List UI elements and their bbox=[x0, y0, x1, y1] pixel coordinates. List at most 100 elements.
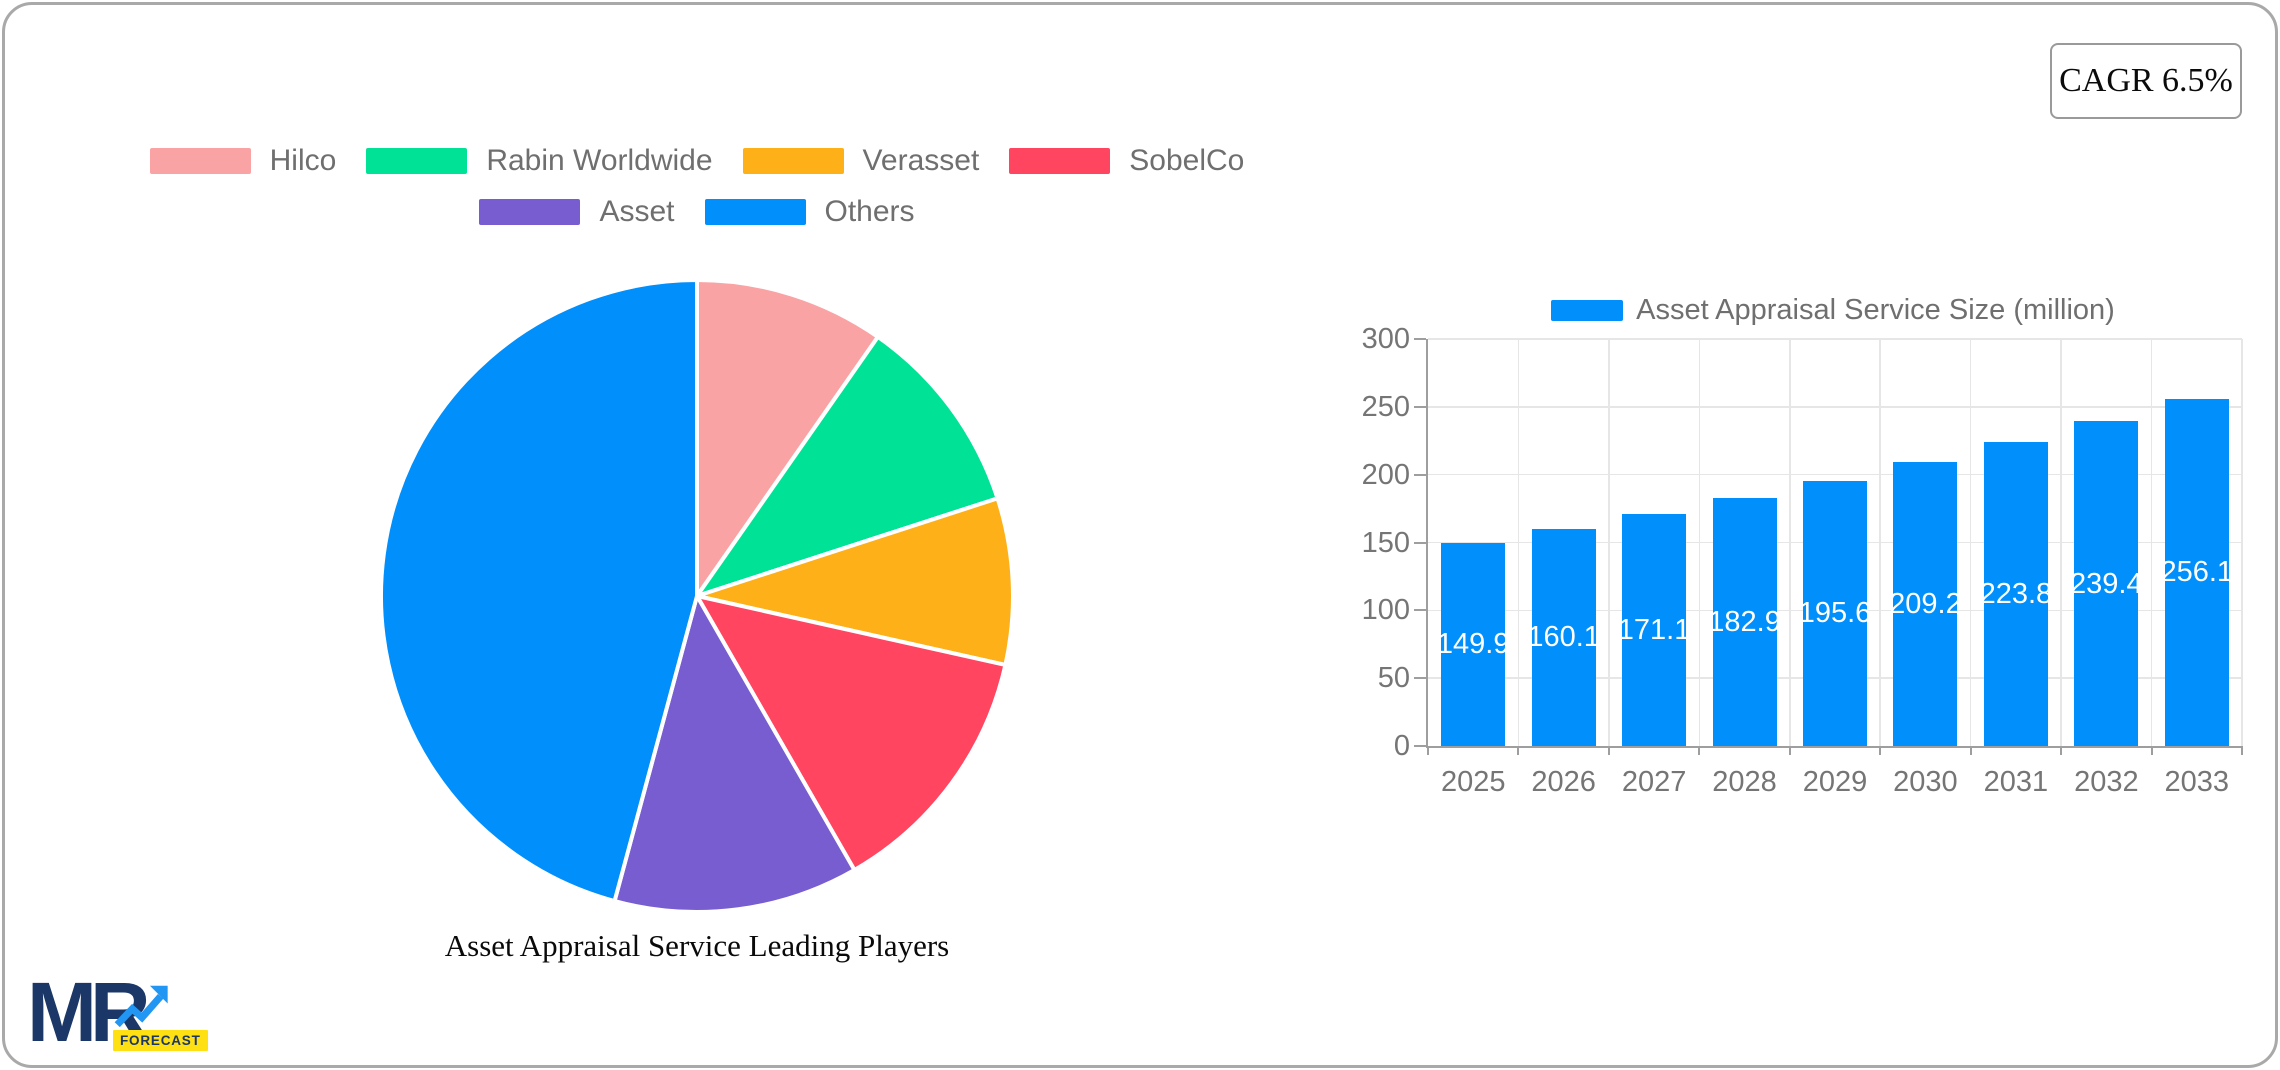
x-axis-label-2032: 2032 bbox=[2074, 766, 2139, 798]
x-axis-label-2031: 2031 bbox=[1983, 766, 2049, 798]
gridline-v-4 bbox=[1789, 339, 1791, 746]
legend-label-rabin-worldwide: Rabin Worldwide bbox=[486, 144, 713, 177]
y-axis-label-100: 100 bbox=[1361, 594, 1410, 627]
pie-legend-row-2: Asset Others bbox=[479, 195, 915, 229]
pie-chart bbox=[379, 278, 1015, 914]
x-axis-label-2028: 2028 bbox=[1712, 766, 1777, 798]
bar-2027 bbox=[1622, 513, 1687, 746]
legend-label-hilco: Hilco bbox=[269, 144, 337, 177]
bar-value-label-2032: 239.4 bbox=[2070, 567, 2143, 600]
legend-item-sobelco: SobelCo bbox=[1009, 144, 1244, 178]
legend-item-verasset: Verasset bbox=[742, 144, 980, 178]
bar-2026 bbox=[1531, 528, 1596, 746]
gridline-v-7 bbox=[2060, 339, 2062, 746]
y-axis-label-150: 150 bbox=[1361, 526, 1410, 559]
bar-value-label-2029: 195.6 bbox=[1798, 597, 1872, 630]
y-axis-label-50: 50 bbox=[1377, 662, 1410, 695]
y-axis-label-250: 250 bbox=[1361, 390, 1410, 423]
mr-forecast-logo: MR FORECAST bbox=[27, 970, 208, 1056]
gridline-v-3 bbox=[1698, 339, 1701, 746]
x-axis-tick-6 bbox=[1969, 746, 1972, 755]
gridline-v-8 bbox=[2150, 339, 2153, 746]
legend-item-others: Others bbox=[704, 195, 915, 229]
pie-legend: Hilco Rabin Worldwide Verasset SobelCo Asset… bbox=[0, 144, 1394, 229]
y-axis-tick-100 bbox=[1414, 609, 1426, 612]
y-axis-label-300: 300 bbox=[1361, 323, 1410, 355]
bar-plot-area: 0 50 100 150 200 250 300 149.9 2025 160.1 2026 171.… bbox=[1362, 323, 2243, 798]
x-axis-tick-3 bbox=[1698, 746, 1701, 755]
x-axis-tick-8 bbox=[2150, 746, 2153, 755]
legend-swatch-hilco bbox=[149, 148, 251, 174]
x-axis-label-2029: 2029 bbox=[1802, 766, 1868, 798]
cagr-badge: CAGR 6.5% bbox=[2050, 43, 2242, 119]
x-axis-label-2030: 2030 bbox=[1893, 766, 1958, 798]
legend-label-sobelco: SobelCo bbox=[1129, 144, 1245, 177]
x-axis-tick-7 bbox=[2060, 746, 2063, 755]
gridline-h-300 bbox=[1428, 338, 2242, 340]
gridline-v-6 bbox=[1969, 339, 1972, 746]
x-axis-label-2027: 2027 bbox=[1621, 766, 1687, 798]
bar-2025 bbox=[1441, 542, 1506, 746]
bar-2031 bbox=[1983, 442, 2048, 746]
legend-swatch-sobelco bbox=[1009, 148, 1111, 174]
y-axis-tick-250 bbox=[1414, 405, 1426, 408]
y-axis-label-0: 0 bbox=[1393, 730, 1410, 762]
pie-slice-asset bbox=[612, 594, 857, 914]
x-axis-tick-0 bbox=[1427, 746, 1429, 755]
logo-forecast-badge: FORECAST bbox=[113, 1030, 208, 1051]
pie-slice-sobelco bbox=[695, 594, 1008, 872]
legend-swatch-asset bbox=[479, 199, 581, 225]
pie-slice-rabin-worldwide bbox=[695, 334, 1000, 598]
pie-slice-others bbox=[379, 278, 699, 904]
pie-chart-title: Asset Appraisal Service Leading Players bbox=[444, 928, 950, 963]
bar-value-label-2027: 171.1 bbox=[1617, 613, 1691, 646]
bar-value-label-2028: 182.9 bbox=[1708, 605, 1781, 638]
x-axis-tick-4 bbox=[1788, 746, 1791, 755]
bar-value-label-2033: 256.1 bbox=[2160, 556, 2234, 589]
pie-slice-verasset bbox=[695, 496, 1015, 667]
bar-2033 bbox=[2164, 398, 2229, 746]
x-axis-tick-1 bbox=[1517, 746, 1520, 755]
gridline-v-9 bbox=[2241, 339, 2243, 746]
bar-legend-swatch bbox=[1551, 299, 1624, 321]
bar-legend: Asset Appraisal Service Size (million) bbox=[1426, 293, 2240, 326]
y-axis-tick-300 bbox=[1414, 338, 1426, 340]
x-axis-tick-2 bbox=[1607, 746, 1610, 755]
legend-label-asset: Asset bbox=[599, 195, 675, 228]
trend-up-arrow-icon bbox=[114, 985, 168, 1028]
legend-label-others: Others bbox=[824, 195, 915, 228]
y-axis-tick-0 bbox=[1414, 745, 1426, 747]
x-axis-label-2026: 2026 bbox=[1531, 766, 1596, 798]
legend-label-verasset: Verasset bbox=[862, 144, 980, 177]
bar-2032 bbox=[2074, 421, 2139, 746]
legend-swatch-rabin-worldwide bbox=[366, 148, 468, 174]
y-axis-label-200: 200 bbox=[1361, 458, 1410, 491]
legend-item-asset: Asset bbox=[479, 195, 675, 229]
bar-2029 bbox=[1803, 480, 1867, 746]
legend-item-rabin-worldwide: Rabin Worldwide bbox=[366, 144, 713, 178]
y-axis-tick-200 bbox=[1414, 473, 1426, 476]
y-axis-tick-150 bbox=[1414, 541, 1426, 544]
legend-item-hilco: Hilco bbox=[149, 144, 337, 178]
bar-2028 bbox=[1712, 497, 1777, 746]
y-axis-tick-50 bbox=[1414, 677, 1426, 680]
x-axis-label-2033: 2033 bbox=[2164, 766, 2230, 798]
legend-swatch-others bbox=[704, 199, 806, 225]
gridline-v-5 bbox=[1879, 339, 1881, 746]
gridline-v-1 bbox=[1517, 339, 1520, 746]
x-axis-tick-5 bbox=[1879, 746, 1882, 755]
bar-2030 bbox=[1893, 462, 1958, 746]
cagr-label: CAGR 6.5% bbox=[2059, 62, 2233, 99]
pie-slice-hilco bbox=[695, 278, 880, 598]
x-axis-tick-9 bbox=[2241, 746, 2243, 755]
bar-legend-label: Asset Appraisal Service Size (million) bbox=[1636, 293, 2115, 326]
bar-value-label-2026: 160.1 bbox=[1527, 621, 1600, 654]
bar-value-label-2031: 223.8 bbox=[1979, 578, 2053, 611]
bar-value-label-2030: 209.2 bbox=[1889, 588, 1962, 621]
bar-value-label-2025: 149.9 bbox=[1436, 628, 1510, 661]
pie-legend-row-1: Hilco Rabin Worldwide Verasset SobelCo bbox=[149, 144, 1244, 178]
legend-swatch-verasset bbox=[742, 148, 844, 174]
gridline-v-2 bbox=[1608, 339, 1610, 746]
gridline-h-250 bbox=[1428, 406, 2242, 408]
x-axis-label-2025: 2025 bbox=[1440, 766, 1506, 798]
